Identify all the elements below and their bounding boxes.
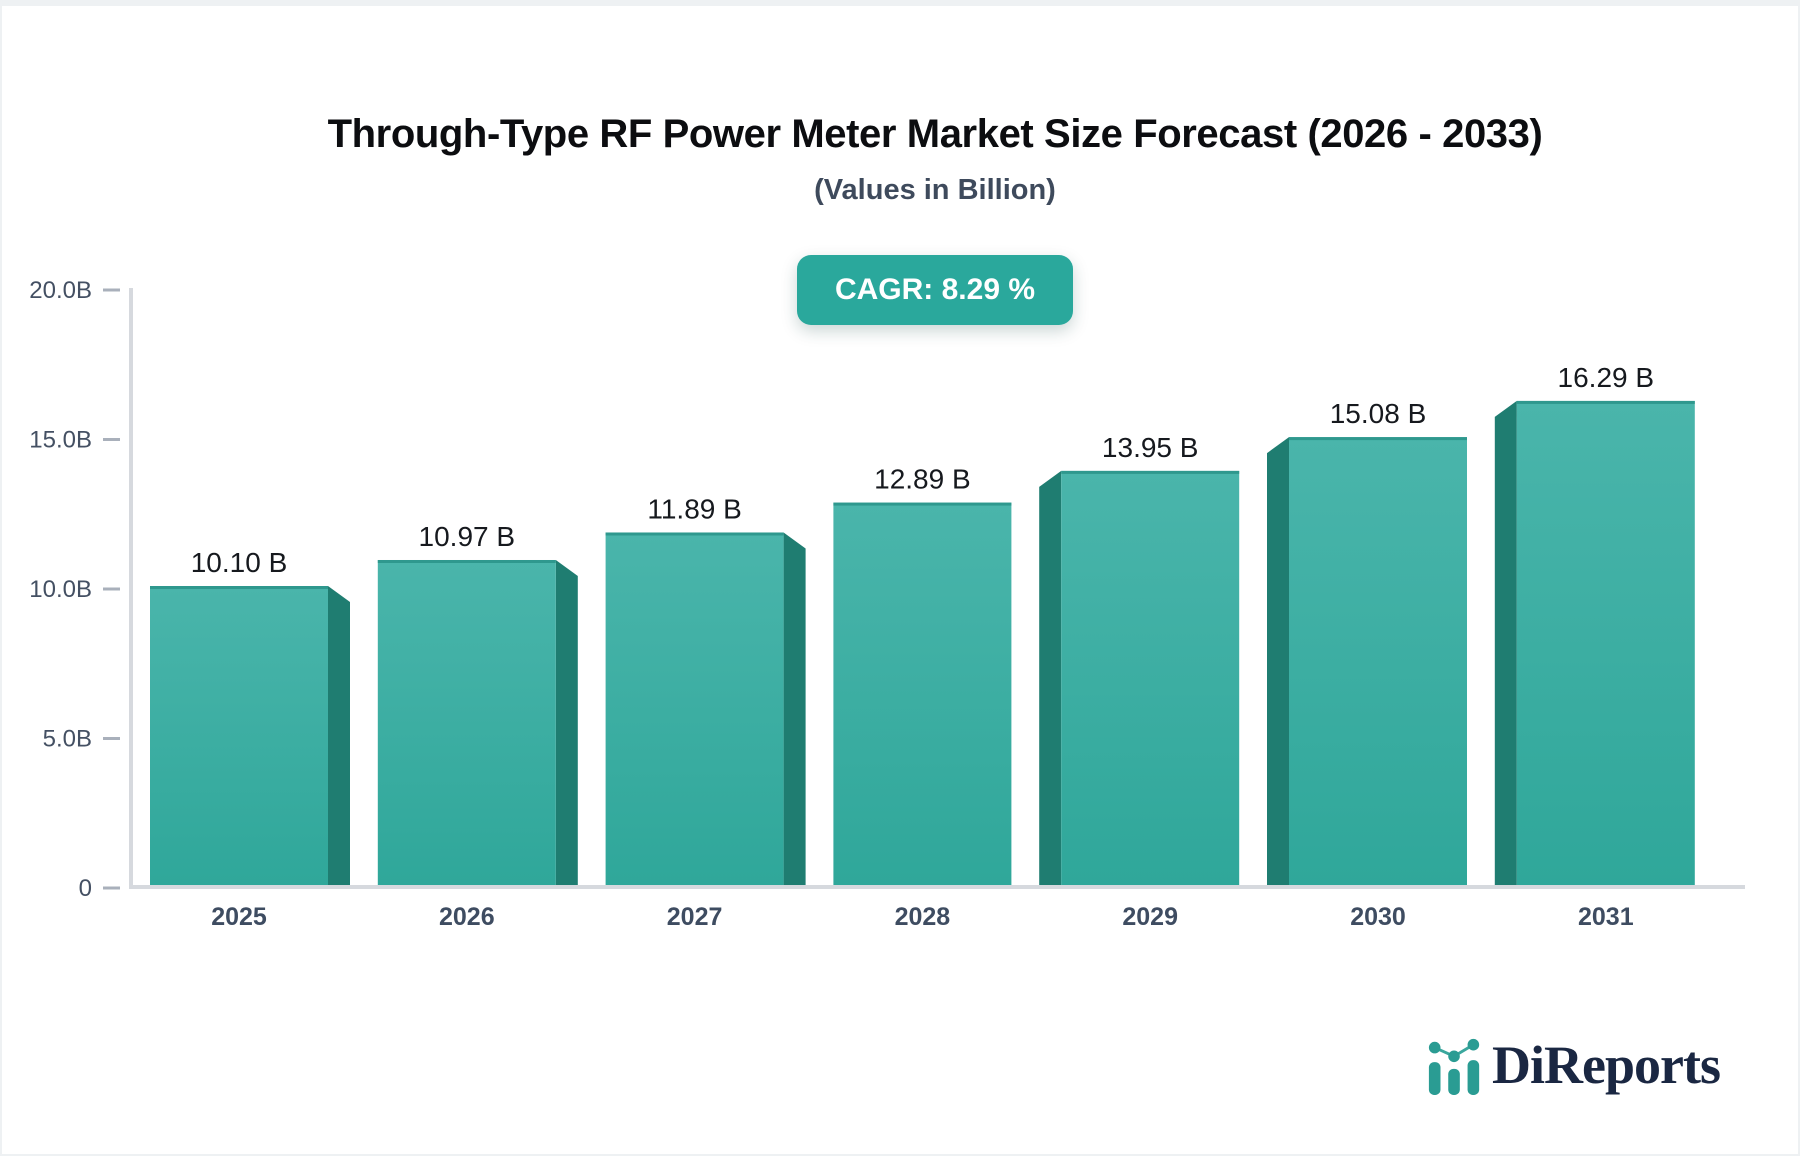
bar-value-label: 15.08 B <box>1330 398 1427 429</box>
cagr-badge: CAGR: 8.29 % <box>796 255 1074 325</box>
chart-subtitle: (Values in Billion) <box>814 174 1056 206</box>
bar-2031 <box>1516 400 1695 886</box>
bar-2026 <box>377 559 556 886</box>
bar-top-edge <box>605 532 784 536</box>
cagr-badge-row: CAGR: 8.29 % <box>70 255 1800 325</box>
x-axis-label: 2025 <box>211 903 267 931</box>
bar-side <box>555 559 578 886</box>
bar-2028 <box>833 502 1012 886</box>
bar-value-label: 12.89 B <box>874 464 971 495</box>
bar-side <box>1494 400 1517 886</box>
bar-side <box>1267 437 1289 886</box>
bar-top-edge <box>377 559 556 563</box>
brand-logo-text: DiReports <box>1492 1035 1721 1095</box>
bar-value-label: 10.10 B <box>191 547 288 578</box>
y-tick-label: 20.0B <box>29 277 92 304</box>
bar-2030 <box>1289 437 1467 886</box>
x-axis-label: 2027 <box>667 903 723 931</box>
x-axis-label: 2030 <box>1350 903 1406 931</box>
bar-value-label: 11.89 B <box>647 493 741 524</box>
y-tick-mark <box>103 587 120 591</box>
y-tick-mark <box>103 438 120 441</box>
bar-2027 <box>605 532 784 886</box>
bar-side <box>328 586 350 886</box>
x-axis-line <box>129 885 1745 889</box>
y-tick-mark <box>103 737 120 740</box>
y-tick-mark <box>103 886 120 890</box>
y-tick-mark <box>103 288 120 292</box>
y-tick-label: 0 <box>79 875 92 902</box>
bar-value-label: 10.97 B <box>419 521 516 552</box>
bar-top-edge <box>150 586 328 590</box>
bar-2029 <box>1061 470 1240 886</box>
page-title: Through-Type RF Power Meter Market Size … <box>327 112 1543 156</box>
y-tick-label: 15.0B <box>29 427 92 454</box>
x-axis-label: 2026 <box>439 903 495 931</box>
bar-top-edge <box>833 502 1012 506</box>
bar-side <box>1039 470 1062 886</box>
x-axis-label: 2031 <box>1578 903 1634 931</box>
x-axis-label: 2028 <box>895 903 951 931</box>
bar-2025 <box>150 586 328 886</box>
mini-bar-chart-icon <box>1428 1038 1480 1095</box>
bar-side <box>783 532 806 886</box>
bar-value-label: 13.95 B <box>1102 432 1199 463</box>
bar-value-label: 16.29 B <box>1558 362 1655 393</box>
bar-top-edge <box>1061 470 1240 474</box>
y-axis-line <box>129 288 133 888</box>
bar-top-edge <box>1289 437 1467 441</box>
y-tick-label: 5.0B <box>43 726 92 753</box>
brand-logo: DiReports <box>1426 1026 1721 1104</box>
bar-top-edge <box>1516 400 1695 404</box>
y-tick-label: 10.0B <box>29 576 92 603</box>
x-axis-label: 2029 <box>1122 903 1178 931</box>
